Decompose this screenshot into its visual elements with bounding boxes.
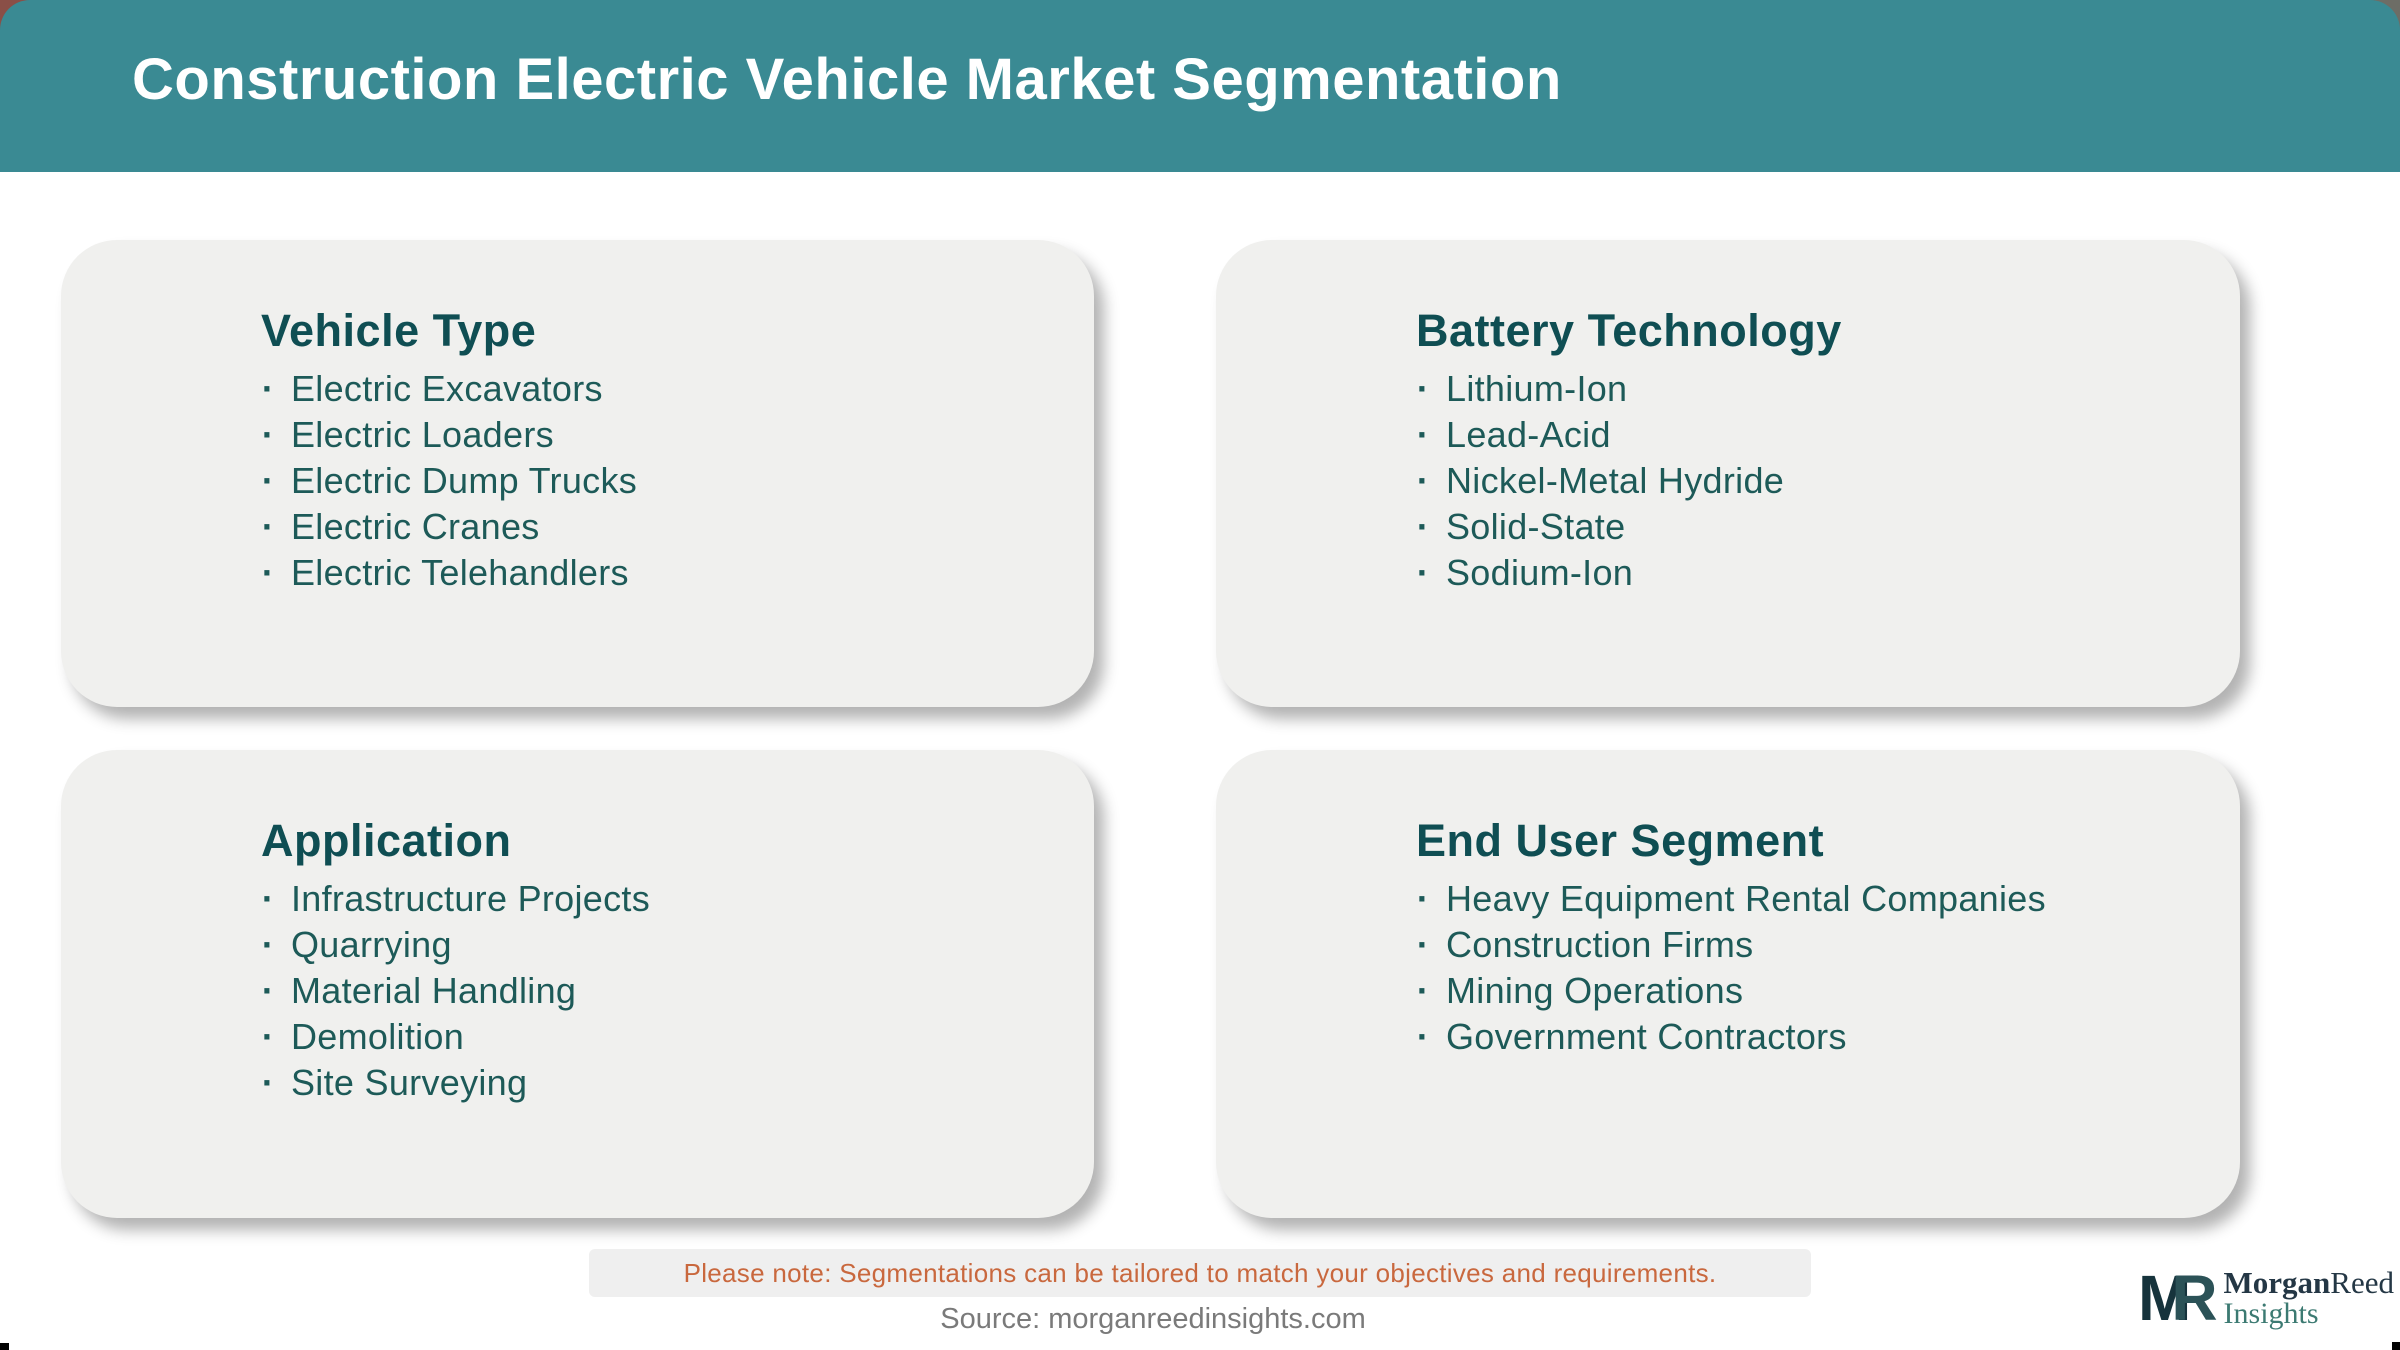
- bullet-dot: ·: [261, 460, 275, 501]
- list-item-label: Government Contractors: [1446, 1016, 1847, 1057]
- monogram-m: M: [2138, 1262, 2191, 1334]
- logo-name-reed: Reed: [2330, 1265, 2394, 1300]
- list-item: · Construction Firms: [1416, 922, 2200, 968]
- note-banner: Please note: Segmentations can be tailor…: [589, 1249, 1811, 1297]
- list-item-label: Site Surveying: [291, 1062, 528, 1103]
- card-application: Application · Infrastructure Projects · Qu…: [61, 750, 1094, 1218]
- list-item-label: Lithium-Ion: [1446, 368, 1628, 409]
- bullet-dot: ·: [261, 506, 275, 547]
- source-text: Source: morganreedinsights.com: [940, 1303, 1366, 1335]
- card-title-vehicle-type: Vehicle Type: [261, 305, 537, 356]
- list-item: · Material Handling: [261, 968, 1054, 1014]
- list-item-label: Electric Cranes: [291, 506, 540, 547]
- list-item: · Infrastructure Projects: [261, 876, 1054, 922]
- card-end-user-segment: End User Segment · Heavy Equipment Rental…: [1216, 750, 2240, 1218]
- header-banner: Construction Electric Vehicle Market Seg…: [0, 0, 2400, 172]
- logo-subtitle: Insights: [2223, 1297, 2319, 1330]
- list-item: · Government Contractors: [1416, 1014, 2200, 1060]
- logo-name-morgan: Morgan: [2223, 1265, 2331, 1300]
- list-item: · Solid-State: [1416, 504, 2200, 550]
- list-item-label: Electric Dump Trucks: [291, 460, 638, 501]
- list-item-label: Electric Telehandlers: [291, 552, 629, 593]
- bullet-dot: ·: [1416, 506, 1430, 547]
- list-item: · Electric Cranes: [261, 504, 1054, 550]
- monogram-r: R: [2171, 1262, 2217, 1334]
- list-item-label: Infrastructure Projects: [291, 878, 651, 919]
- list-item: · Nickel-Metal Hydride: [1416, 458, 2200, 504]
- bullet-dot: ·: [261, 878, 275, 919]
- battery-technology-list: · Lithium-Ion · Lead-Acid · Nickel-Metal Hy…: [1416, 366, 2200, 596]
- list-item: · Quarrying: [261, 922, 1054, 968]
- bullet-dot: ·: [1416, 368, 1430, 409]
- bullet-dot: ·: [1416, 1016, 1430, 1057]
- logo-text-block: MorganReed Insights: [2224, 1267, 2394, 1329]
- note-text: Please note: Segmentations can be tailor…: [683, 1257, 1717, 1288]
- list-item-label: Solid-State: [1446, 506, 1626, 547]
- list-item: · Lead-Acid: [1416, 412, 2200, 458]
- list-item: · Heavy Equipment Rental Companies: [1416, 876, 2200, 922]
- card-vehicle-type: Vehicle Type · Electric Excavators · Elect…: [61, 240, 1094, 707]
- bullet-dot: ·: [261, 414, 275, 455]
- card-title-battery-technology: Battery Technology: [1416, 305, 1842, 356]
- list-item-label: Sodium-Ion: [1446, 552, 1634, 593]
- bullet-dot: ·: [1416, 552, 1430, 593]
- bullet-dot: ·: [1416, 970, 1430, 1011]
- bullet-dot: ·: [261, 1016, 275, 1057]
- bullet-dot: ·: [261, 970, 275, 1011]
- card-title-application: Application: [261, 815, 512, 866]
- bullet-dot: ·: [1416, 414, 1430, 455]
- bullet-dot: ·: [261, 552, 275, 593]
- bullet-dot: ·: [1416, 460, 1430, 501]
- bullet-dot: ·: [261, 368, 275, 409]
- bullet-dot: ·: [1416, 924, 1430, 965]
- list-item: · Sodium-Ion: [1416, 550, 2200, 596]
- list-item-label: Material Handling: [291, 970, 577, 1011]
- list-item: · Demolition: [261, 1014, 1054, 1060]
- list-item-label: Electric Loaders: [291, 414, 554, 455]
- morganreed-logo: M R MorganReed Insights: [2138, 1266, 2394, 1330]
- bullet-dot: ·: [261, 1062, 275, 1103]
- bullet-dot: ·: [1416, 878, 1430, 919]
- list-item-label: Demolition: [291, 1016, 465, 1057]
- list-item-label: Lead-Acid: [1446, 414, 1611, 455]
- list-item-label: Electric Excavators: [291, 368, 603, 409]
- list-item: · Electric Loaders: [261, 412, 1054, 458]
- bottom-right-corner-mark: [2392, 1342, 2400, 1350]
- card-battery-technology: Battery Technology · Lithium-Ion · Lead-Ac…: [1216, 240, 2240, 707]
- list-item: · Mining Operations: [1416, 968, 2200, 1014]
- list-item: · Site Surveying: [261, 1060, 1054, 1106]
- card-title-end-user-segment: End User Segment: [1416, 815, 1825, 866]
- end-user-segment-list: · Heavy Equipment Rental Companies · Const…: [1416, 876, 2200, 1060]
- list-item-label: Quarrying: [291, 924, 452, 965]
- list-item-label: Heavy Equipment Rental Companies: [1446, 878, 2046, 919]
- list-item: · Electric Dump Trucks: [261, 458, 1054, 504]
- bottom-left-corner-mark: [0, 1343, 9, 1350]
- mr-monogram-icon: M R: [2138, 1262, 2218, 1334]
- bullet-dot: ·: [261, 924, 275, 965]
- list-item-label: Mining Operations: [1446, 970, 1744, 1011]
- list-item: · Electric Excavators: [261, 366, 1054, 412]
- list-item-label: Construction Firms: [1446, 924, 1754, 965]
- list-item: · Electric Telehandlers: [261, 550, 1054, 596]
- logo-name: MorganReed: [2224, 1267, 2394, 1298]
- list-item-label: Nickel-Metal Hydride: [1446, 460, 1785, 501]
- application-list: · Infrastructure Projects · Quarrying · Mat…: [261, 876, 1054, 1106]
- list-item: · Lithium-Ion: [1416, 366, 2200, 412]
- page-title: Construction Electric Vehicle Market Seg…: [132, 46, 1562, 112]
- vehicle-type-list: · Electric Excavators · Electric Loaders ·…: [261, 366, 1054, 596]
